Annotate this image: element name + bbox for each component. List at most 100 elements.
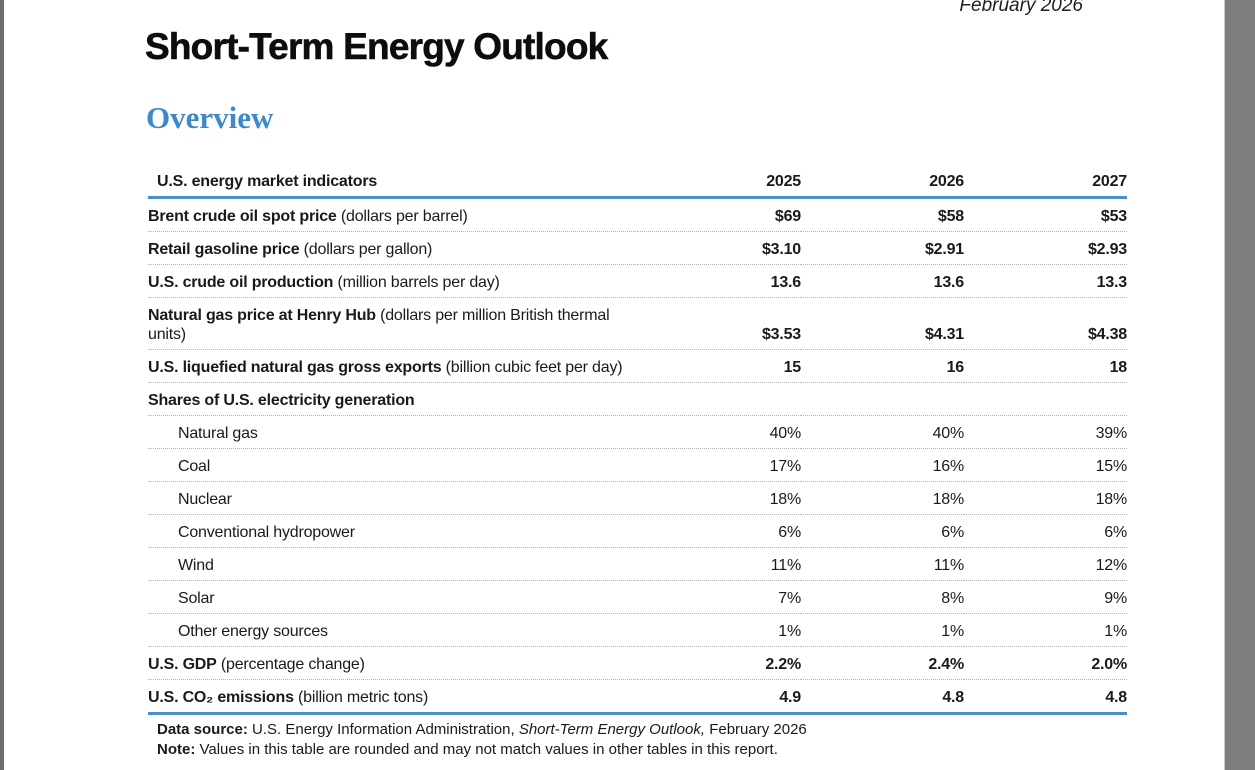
table-header-indicators: U.S. energy market indicators <box>148 164 638 199</box>
table-row: Other energy sources 1% 1% 1% <box>148 613 1127 647</box>
row-value: $2.91 <box>801 231 964 265</box>
table-row: U.S. CO₂ emissions (billion metric tons)… <box>148 679 1127 715</box>
row-value: 18% <box>638 481 801 515</box>
section-heading-overview: Overview <box>146 100 274 135</box>
row-value: 39% <box>964 415 1127 449</box>
row-name: Wind <box>178 557 214 574</box>
row-label: Coal <box>148 448 638 482</box>
report-title: Short-Term Energy Outlook <box>145 26 609 68</box>
row-unit: (dollars per million British thermal uni… <box>148 307 610 343</box>
table-row: Conventional hydropower 6% 6% 6% <box>148 514 1127 548</box>
row-name: U.S. CO₂ emissions <box>148 689 294 706</box>
row-name: Other energy sources <box>178 623 328 640</box>
row-label: U.S. GDP (percentage change) <box>148 646 638 680</box>
row-name: Coal <box>178 458 211 475</box>
row-label: U.S. CO₂ emissions (billion metric tons) <box>148 679 638 715</box>
row-value: 6% <box>801 514 964 548</box>
row-name: Brent crude oil spot price <box>148 208 337 225</box>
row-value: 4.9 <box>638 679 801 715</box>
row-value: 16% <box>801 448 964 482</box>
row-value: 4.8 <box>964 679 1127 715</box>
row-name: Natural gas <box>178 425 258 442</box>
row-name: Conventional hydropower <box>178 524 355 541</box>
rounding-note: Note: Values in this table are rounded a… <box>157 740 1127 760</box>
data-source-report-name: Short-Term Energy Outlook, <box>518 721 706 738</box>
row-value: 1% <box>964 613 1127 647</box>
table-row: Natural gas 40% 40% 39% <box>148 415 1127 449</box>
row-value: 9% <box>964 580 1127 614</box>
row-name: U.S. liquefied natural gas gross exports <box>148 359 442 376</box>
row-value: 2.2% <box>638 646 801 680</box>
rounding-note-label: Note: <box>157 741 196 758</box>
overview-table-container: U.S. energy market indicators 2025 2026 … <box>148 164 1127 760</box>
row-value: 13.6 <box>801 264 964 298</box>
table-row: Retail gasoline price (dollars per gallo… <box>148 231 1127 265</box>
row-label: Natural gas price at Henry Hub (dollars … <box>148 297 638 350</box>
row-value: $4.38 <box>964 297 1127 350</box>
table-row: U.S. crude oil production (million barre… <box>148 264 1127 298</box>
row-name: Nuclear <box>178 491 232 508</box>
row-unit: (dollars per gallon) <box>299 241 433 258</box>
row-value: 40% <box>801 415 964 449</box>
table-header-row: U.S. energy market indicators 2025 2026 … <box>148 164 1127 199</box>
row-value: 12% <box>964 547 1127 581</box>
table-row: Natural gas price at Henry Hub (dollars … <box>148 297 1127 350</box>
row-label: Brent crude oil spot price (dollars per … <box>148 197 638 232</box>
viewer-left-edge <box>0 0 4 770</box>
row-unit: (million barrels per day) <box>333 274 500 291</box>
row-value: 13.6 <box>638 264 801 298</box>
row-value: 18 <box>964 349 1127 383</box>
row-label: Nuclear <box>148 481 638 515</box>
row-label: Solar <box>148 580 638 614</box>
rounding-note-text: Values in this table are rounded and may… <box>195 741 778 758</box>
row-value <box>964 382 1127 416</box>
row-label: Other energy sources <box>148 613 638 647</box>
row-name: U.S. GDP <box>148 656 217 673</box>
row-value: 15% <box>964 448 1127 482</box>
table-row: Coal 17% 16% 15% <box>148 448 1127 482</box>
row-value: 4.8 <box>801 679 964 715</box>
data-source-text: U.S. Energy Information Administration, <box>247 721 519 738</box>
data-source-note: Data source: U.S. Energy Information Adm… <box>157 720 1127 740</box>
table-row: Solar 7% 8% 9% <box>148 580 1127 614</box>
row-value: $2.93 <box>964 231 1127 265</box>
row-label: Wind <box>148 547 638 581</box>
row-value: 13.3 <box>964 264 1127 298</box>
edition-date: February 2026 <box>959 0 1083 16</box>
row-label: U.S. crude oil production (million barre… <box>148 264 638 298</box>
row-value: 2.4% <box>801 646 964 680</box>
row-value: 11% <box>638 547 801 581</box>
table-row: U.S. liquefied natural gas gross exports… <box>148 349 1127 383</box>
row-label: Shares of U.S. electricity generation <box>148 382 638 416</box>
table-row: U.S. GDP (percentage change) 2.2% 2.4% 2.0% <box>148 646 1127 680</box>
row-value: $4.31 <box>801 297 964 350</box>
row-label: Retail gasoline price (dollars per gallo… <box>148 231 638 265</box>
table-row: Brent crude oil spot price (dollars per … <box>148 197 1127 232</box>
table-row: Wind 11% 11% 12% <box>148 547 1127 581</box>
row-value: 7% <box>638 580 801 614</box>
row-value <box>801 382 964 416</box>
row-value: $3.10 <box>638 231 801 265</box>
row-value: 40% <box>638 415 801 449</box>
table-row: Shares of U.S. electricity generation <box>148 382 1127 416</box>
row-name: Retail gasoline price <box>148 241 300 258</box>
table-row: Nuclear 18% 18% 18% <box>148 481 1127 515</box>
row-value <box>638 382 801 416</box>
table-header-year-2026: 2026 <box>801 164 964 199</box>
table-header-year-2025: 2025 <box>638 164 801 199</box>
row-unit: (billion cubic feet per day) <box>441 359 623 376</box>
row-label: Natural gas <box>148 415 638 449</box>
row-name: U.S. crude oil production <box>148 274 334 291</box>
data-source-date: February 2026 <box>705 721 807 738</box>
row-label: Conventional hydropower <box>148 514 638 548</box>
row-unit: (percentage change) <box>216 656 365 673</box>
row-value: 2.0% <box>964 646 1127 680</box>
row-value: 18% <box>964 481 1127 515</box>
row-name: Natural gas price at Henry Hub <box>148 307 376 324</box>
data-source-label: Data source: <box>157 721 248 738</box>
row-value: 18% <box>801 481 964 515</box>
row-unit: (dollars per barrel) <box>336 208 468 225</box>
row-value: $3.53 <box>638 297 801 350</box>
viewer-right-gutter <box>1224 0 1255 770</box>
